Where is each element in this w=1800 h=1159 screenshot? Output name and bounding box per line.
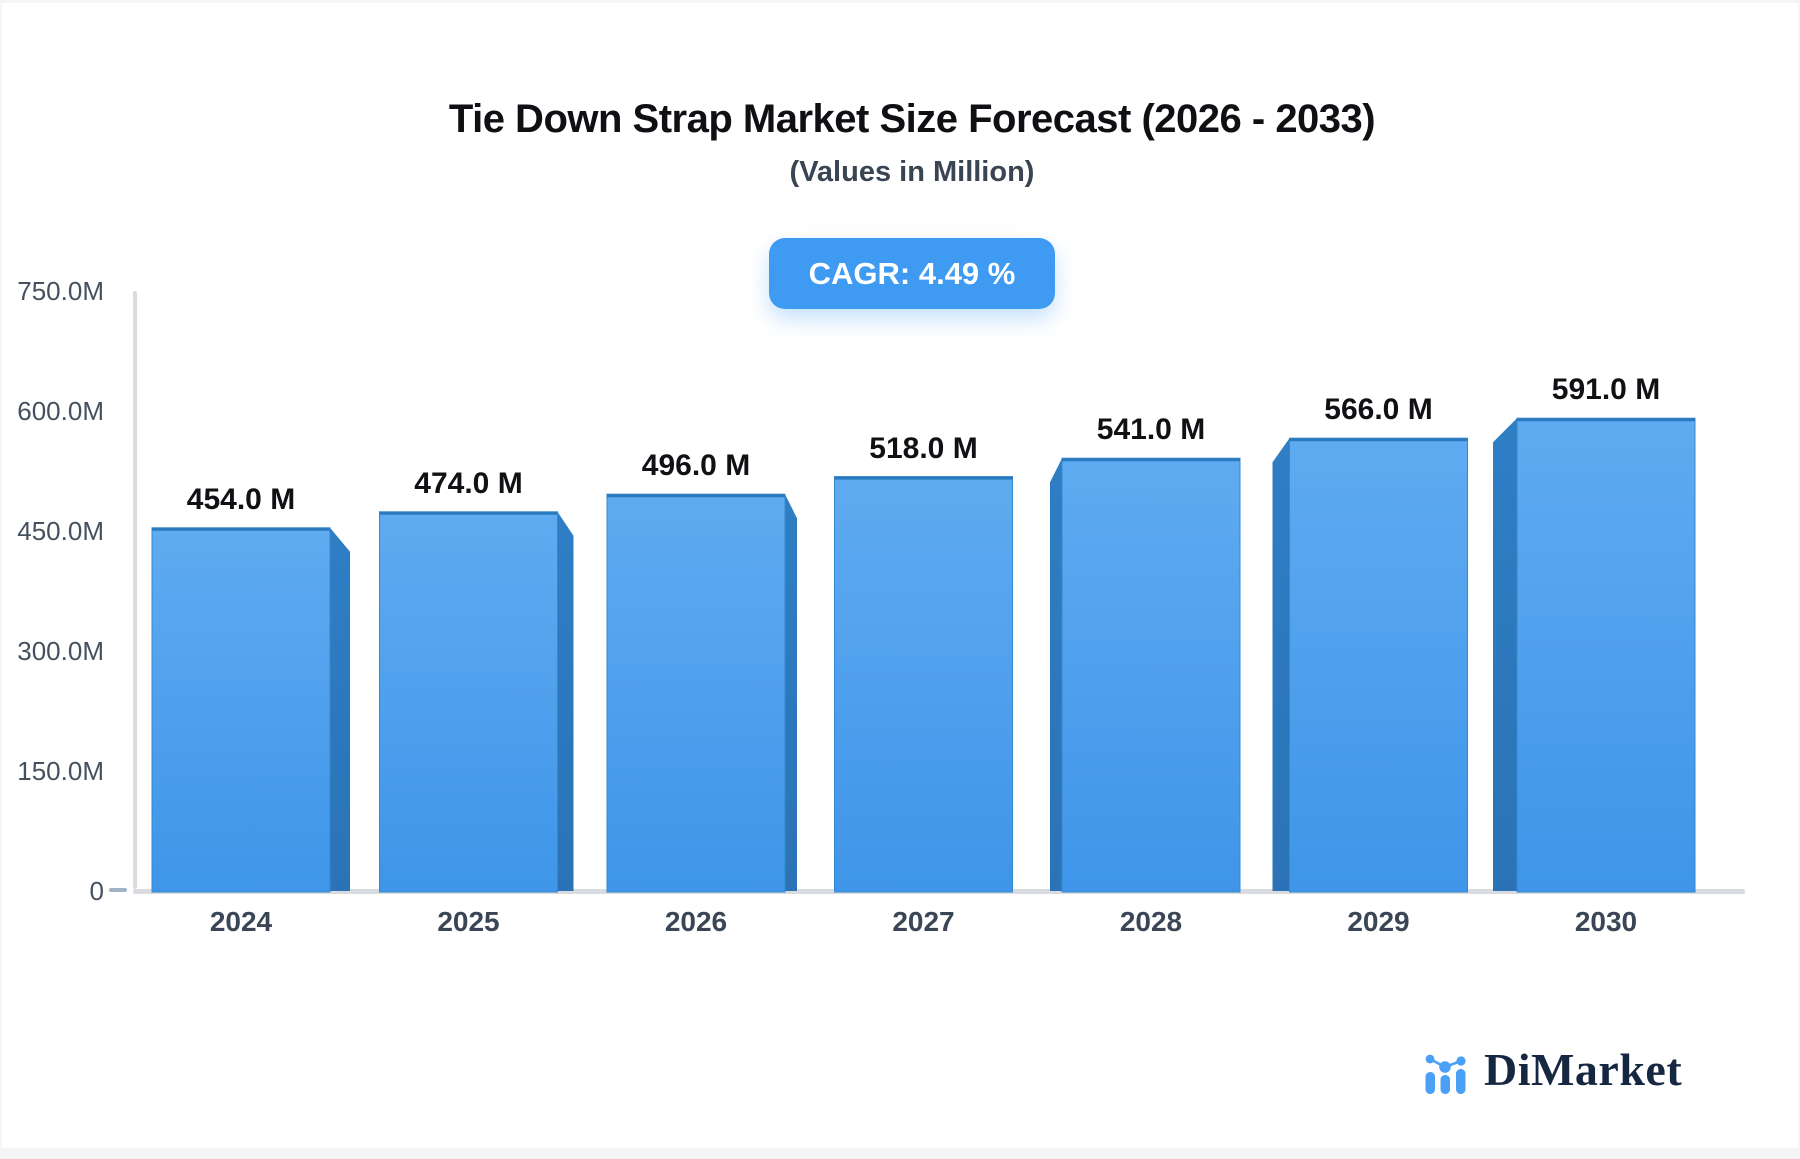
bar-face-2025[interactable] [379,511,558,893]
bar-value-label-2026: 496.0 M [641,449,751,483]
bar-side-2025[interactable] [557,511,574,891]
y-axis-tick-label: 150.0M [17,756,104,786]
bar-value-label-2024: 454.0 M [186,482,296,516]
bar-group-2025 [379,511,574,893]
bar-side-2030[interactable] [1493,418,1517,891]
bar-group-2029 [1272,437,1468,893]
bar-face-2024[interactable] [151,527,331,893]
y-axis-tick-label: 600.0M [17,396,104,426]
bar-face-2027[interactable] [834,476,1013,893]
chart-card: Tie Down Strap Market Size Forecast (202… [2,3,1798,1148]
x-axis-label-2030: 2030 [1574,906,1638,937]
bar-side-2026[interactable] [785,494,797,891]
brand-name: DiMarket [1484,1044,1683,1095]
brand-logo: DiMarket [1424,1039,1682,1095]
bar-value-label-2025: 474.0 M [414,466,523,500]
bar-side-2024[interactable] [330,527,350,891]
bar-face-2028[interactable] [1061,457,1241,893]
bar-value-label-2030: 591.0 M [1551,373,1661,407]
bar-group-2030 [1493,417,1696,893]
x-axis-label-2028: 2028 [1119,906,1183,937]
zero-tick-mark [109,888,127,892]
y-axis-line [133,291,137,889]
x-axis-label-2025: 2025 [437,906,500,937]
bar-group-2027 [834,476,1013,893]
bar-face-2026[interactable] [606,493,786,893]
bar-value-label-2029: 566.0 M [1324,393,1433,427]
cagr-badge-row: CAGR: 4.49 % [12,238,1800,309]
bar-group-2024 [151,527,350,893]
chart-header: Tie Down Strap Market Size Forecast (202… [12,3,1800,309]
x-axis-label-2029: 2029 [1347,906,1410,937]
bar-face-2030[interactable] [1516,417,1696,893]
bar-chart-plot: 750.0M 600.0M 450.0M 300.0M 150.0M 0 454.0 M 20… [2,3,1798,1148]
bars-canvas [151,417,1696,893]
x-axis-label-2024: 2024 [209,906,273,937]
dimarket-logo-icon [1425,1054,1466,1094]
x-axis-label-2027: 2027 [892,906,955,937]
bar-value-label-2027: 518.0 M [869,431,978,465]
cagr-badge: CAGR: 4.49 % [768,238,1056,309]
chart-subtitle: (Values in Million) [789,156,1035,188]
bar-group-2026 [606,493,797,893]
bar-side-2029[interactable] [1272,438,1290,891]
y-axis-tick-label: 300.0M [17,636,104,666]
bar-value-label-2028: 541.0 M [1096,413,1206,447]
y-axis-tick-label: 450.0M [17,516,104,546]
y-axis-tick-label: 750.0M [17,276,104,306]
y-axis-tick-label: 0 [89,876,104,906]
bar-group-2028 [1050,457,1241,893]
x-axis-label-2026: 2026 [664,906,728,937]
bar-side-2028[interactable] [1050,458,1062,891]
bar-face-2029[interactable] [1289,437,1468,893]
chart-title: Tie Down Strap Market Size Forecast (202… [448,97,1376,141]
